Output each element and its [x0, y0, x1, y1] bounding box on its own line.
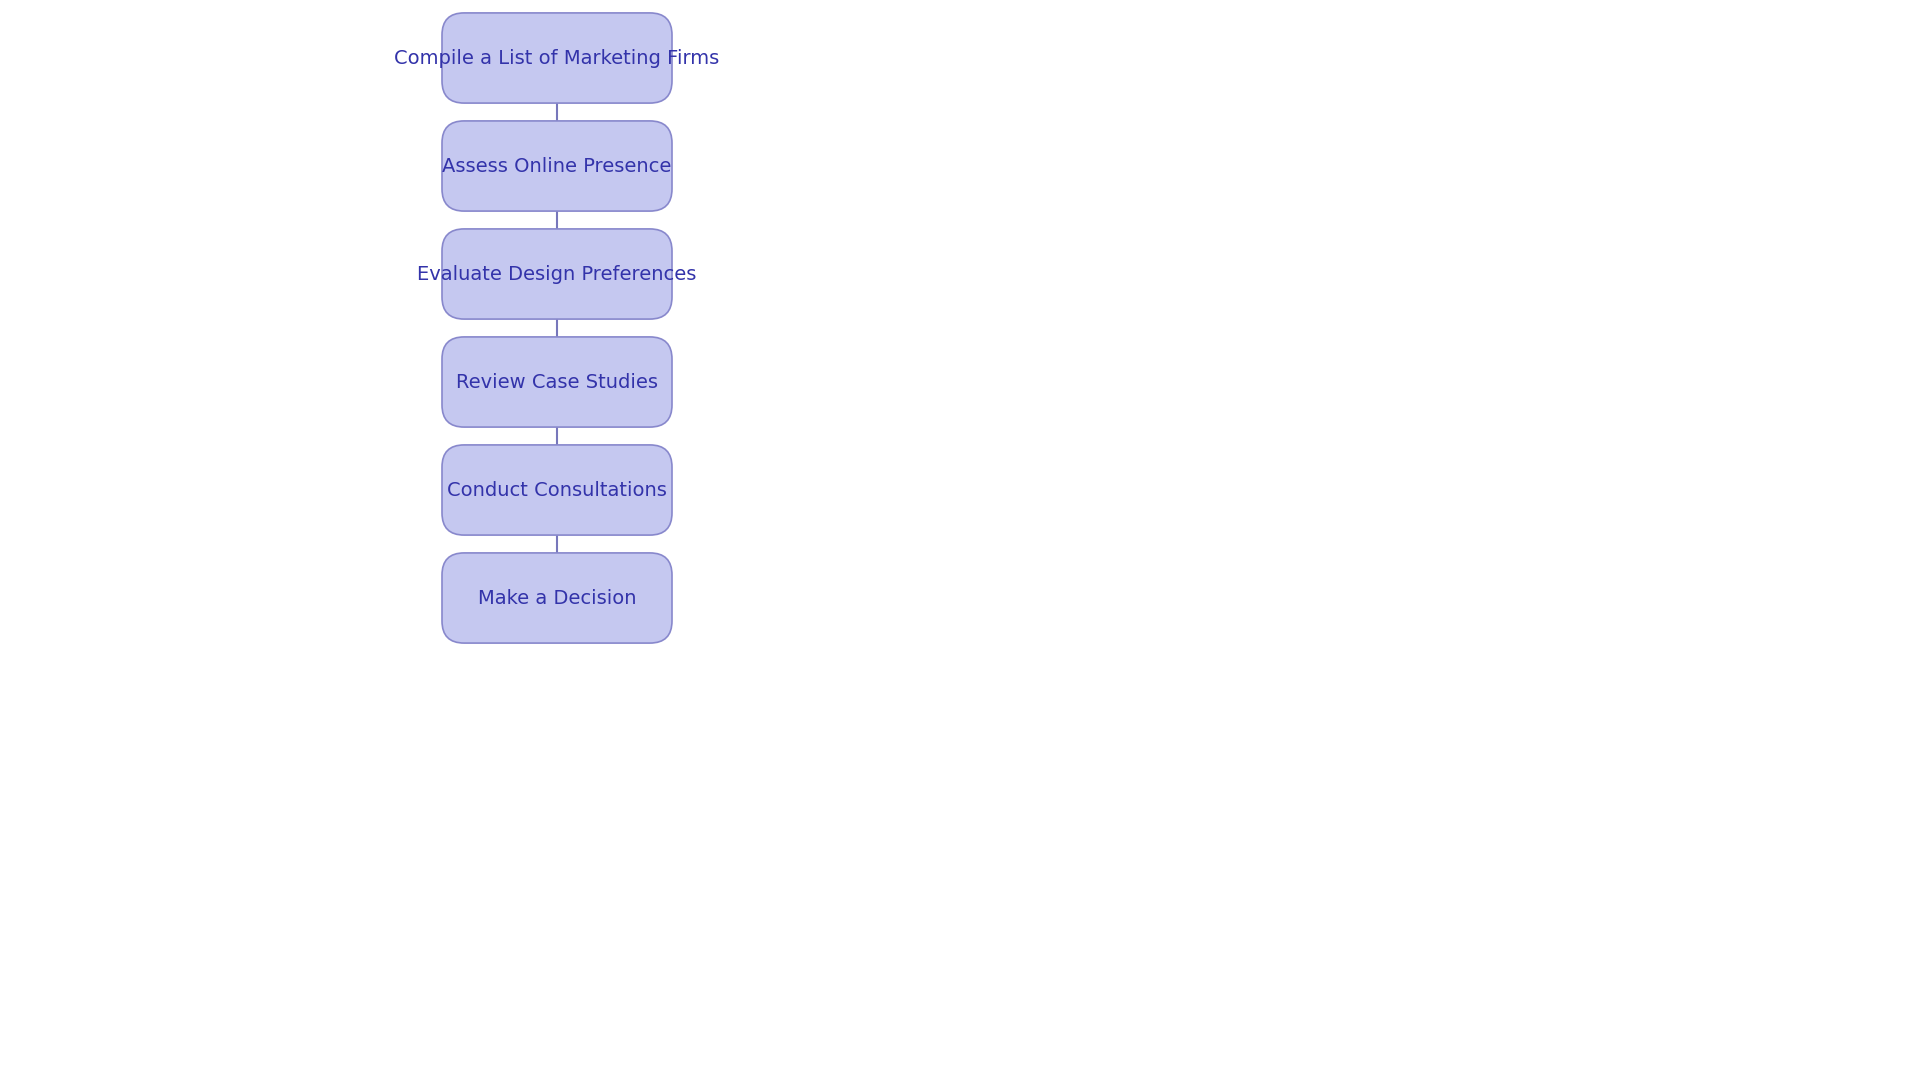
FancyBboxPatch shape [442, 229, 672, 319]
Text: Review Case Studies: Review Case Studies [457, 373, 659, 391]
FancyBboxPatch shape [442, 553, 672, 643]
FancyBboxPatch shape [442, 337, 672, 427]
Text: Make a Decision: Make a Decision [478, 588, 636, 608]
FancyBboxPatch shape [442, 445, 672, 535]
FancyBboxPatch shape [442, 121, 672, 211]
Text: Assess Online Presence: Assess Online Presence [442, 157, 672, 175]
Text: Evaluate Design Preferences: Evaluate Design Preferences [417, 264, 697, 284]
Text: Conduct Consultations: Conduct Consultations [447, 481, 666, 499]
Text: Compile a List of Marketing Firms: Compile a List of Marketing Firms [394, 49, 720, 67]
FancyBboxPatch shape [442, 13, 672, 103]
